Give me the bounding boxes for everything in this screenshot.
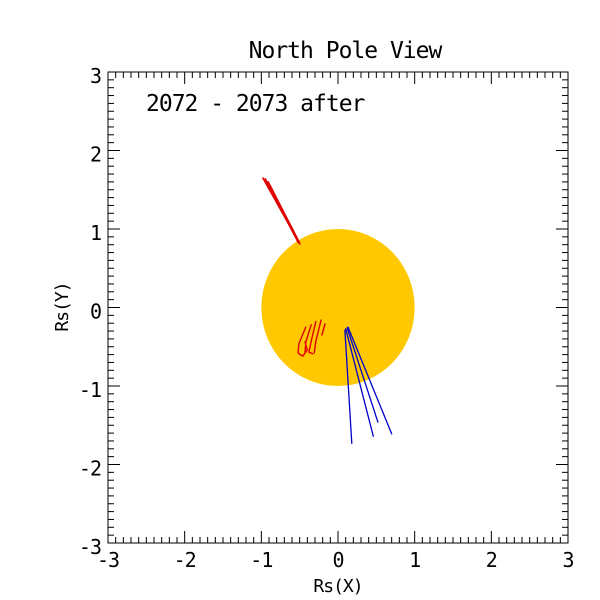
y-tick-label: 2	[90, 143, 101, 167]
field-line	[304, 324, 312, 353]
field-line	[267, 181, 301, 244]
x-tick-label: 2	[486, 548, 497, 572]
blue-open-field-lines	[344, 326, 393, 444]
x-tick-label: 3	[562, 548, 573, 572]
field-line	[321, 323, 326, 336]
x-axis-label: Rs(X)	[313, 576, 362, 597]
field-line	[313, 319, 322, 354]
x-tick-label: -3	[97, 548, 119, 572]
x-tick-label: -1	[250, 548, 272, 572]
plot-title: North Pole View	[249, 38, 443, 64]
field-line	[344, 329, 353, 444]
field-line	[297, 326, 308, 357]
axis-ticks	[107, 71, 569, 544]
sun-disk	[261, 229, 415, 386]
red-surface-loops	[297, 319, 326, 357]
red-coronal-loop-bundle	[262, 177, 301, 245]
x-tick-label: -2	[174, 548, 196, 572]
x-tick-label: 0	[332, 548, 343, 572]
y-tick-label: 0	[90, 300, 101, 324]
y-tick-label: -2	[79, 457, 101, 481]
annotation-label: 2072 - 2073 after	[146, 91, 365, 117]
x-tick-label: 1	[409, 548, 420, 572]
y-axis-label: Rs(Y)	[52, 282, 73, 331]
y-tick-label: -3	[79, 535, 101, 559]
field-line	[347, 326, 393, 435]
field-line	[264, 178, 299, 244]
field-line	[346, 327, 379, 423]
field-line	[308, 320, 317, 355]
field-line	[345, 328, 374, 437]
y-tick-label: -1	[79, 378, 101, 402]
y-tick-label: 3	[90, 64, 101, 88]
y-tick-label: 1	[90, 221, 101, 245]
